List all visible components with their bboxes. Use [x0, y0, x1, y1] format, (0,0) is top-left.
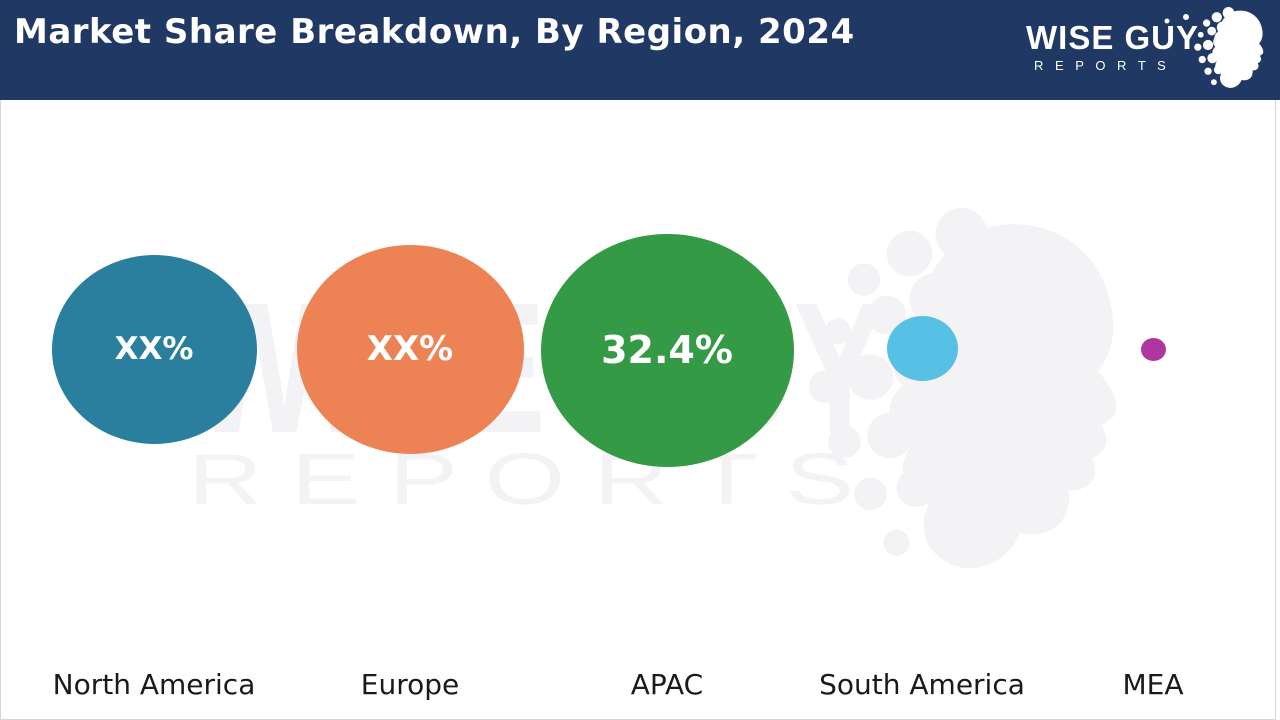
- region-label-south-america: South America: [819, 668, 1025, 701]
- bubble-north-america: XX%: [51, 254, 257, 444]
- region-label-apac: APAC: [630, 668, 704, 701]
- header-bar: Market Share Breakdown, By Region, 2024 …: [0, 0, 1280, 100]
- region-label-mea: MEA: [1122, 668, 1184, 701]
- bubble-layer: XX% North America XX% Europe 32.4% APAC South …: [1, 100, 1275, 719]
- logo-wordmark: WISE GUY: [1026, 19, 1199, 56]
- region-label-north-america: North America: [52, 668, 256, 701]
- bubble-mea: [1140, 337, 1166, 361]
- bubble-value: XX%: [366, 329, 454, 369]
- bubble-value: XX%: [114, 331, 194, 367]
- region-label-europe: Europe: [360, 668, 460, 701]
- page-title: Market Share Breakdown, By Region, 2024: [14, 12, 855, 52]
- logo-subtitle: R E P O R T S: [1034, 58, 1170, 73]
- bubble-south-america: [886, 315, 958, 381]
- chart-area: WISE GUY R E P O R T S XX% North America X…: [0, 100, 1276, 720]
- logo-head-icon: [1194, 7, 1264, 88]
- bubble-value: 32.4%: [601, 328, 733, 372]
- bubble-apac: 32.4%: [540, 233, 794, 467]
- bubble-europe: XX%: [296, 244, 524, 454]
- wise-guy-logo: WISE GUY R E P O R T S: [1026, 7, 1264, 88]
